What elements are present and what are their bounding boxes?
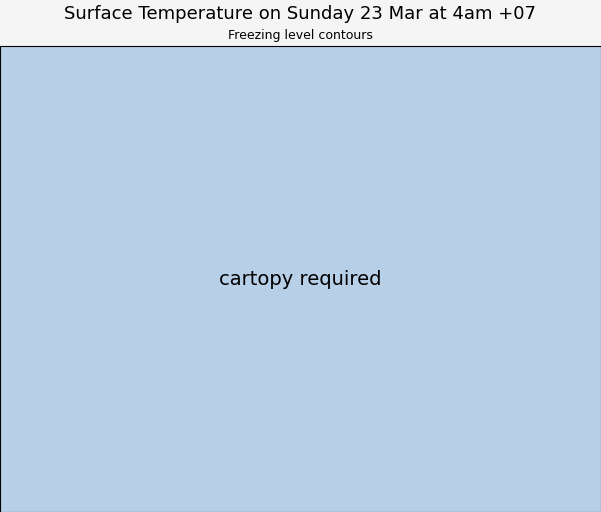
Text: Surface Temperature on Sunday 23 Mar at 4am +07: Surface Temperature on Sunday 23 Mar at … bbox=[64, 5, 537, 23]
Text: cartopy required: cartopy required bbox=[219, 269, 382, 289]
Text: Freezing level contours: Freezing level contours bbox=[228, 30, 373, 42]
